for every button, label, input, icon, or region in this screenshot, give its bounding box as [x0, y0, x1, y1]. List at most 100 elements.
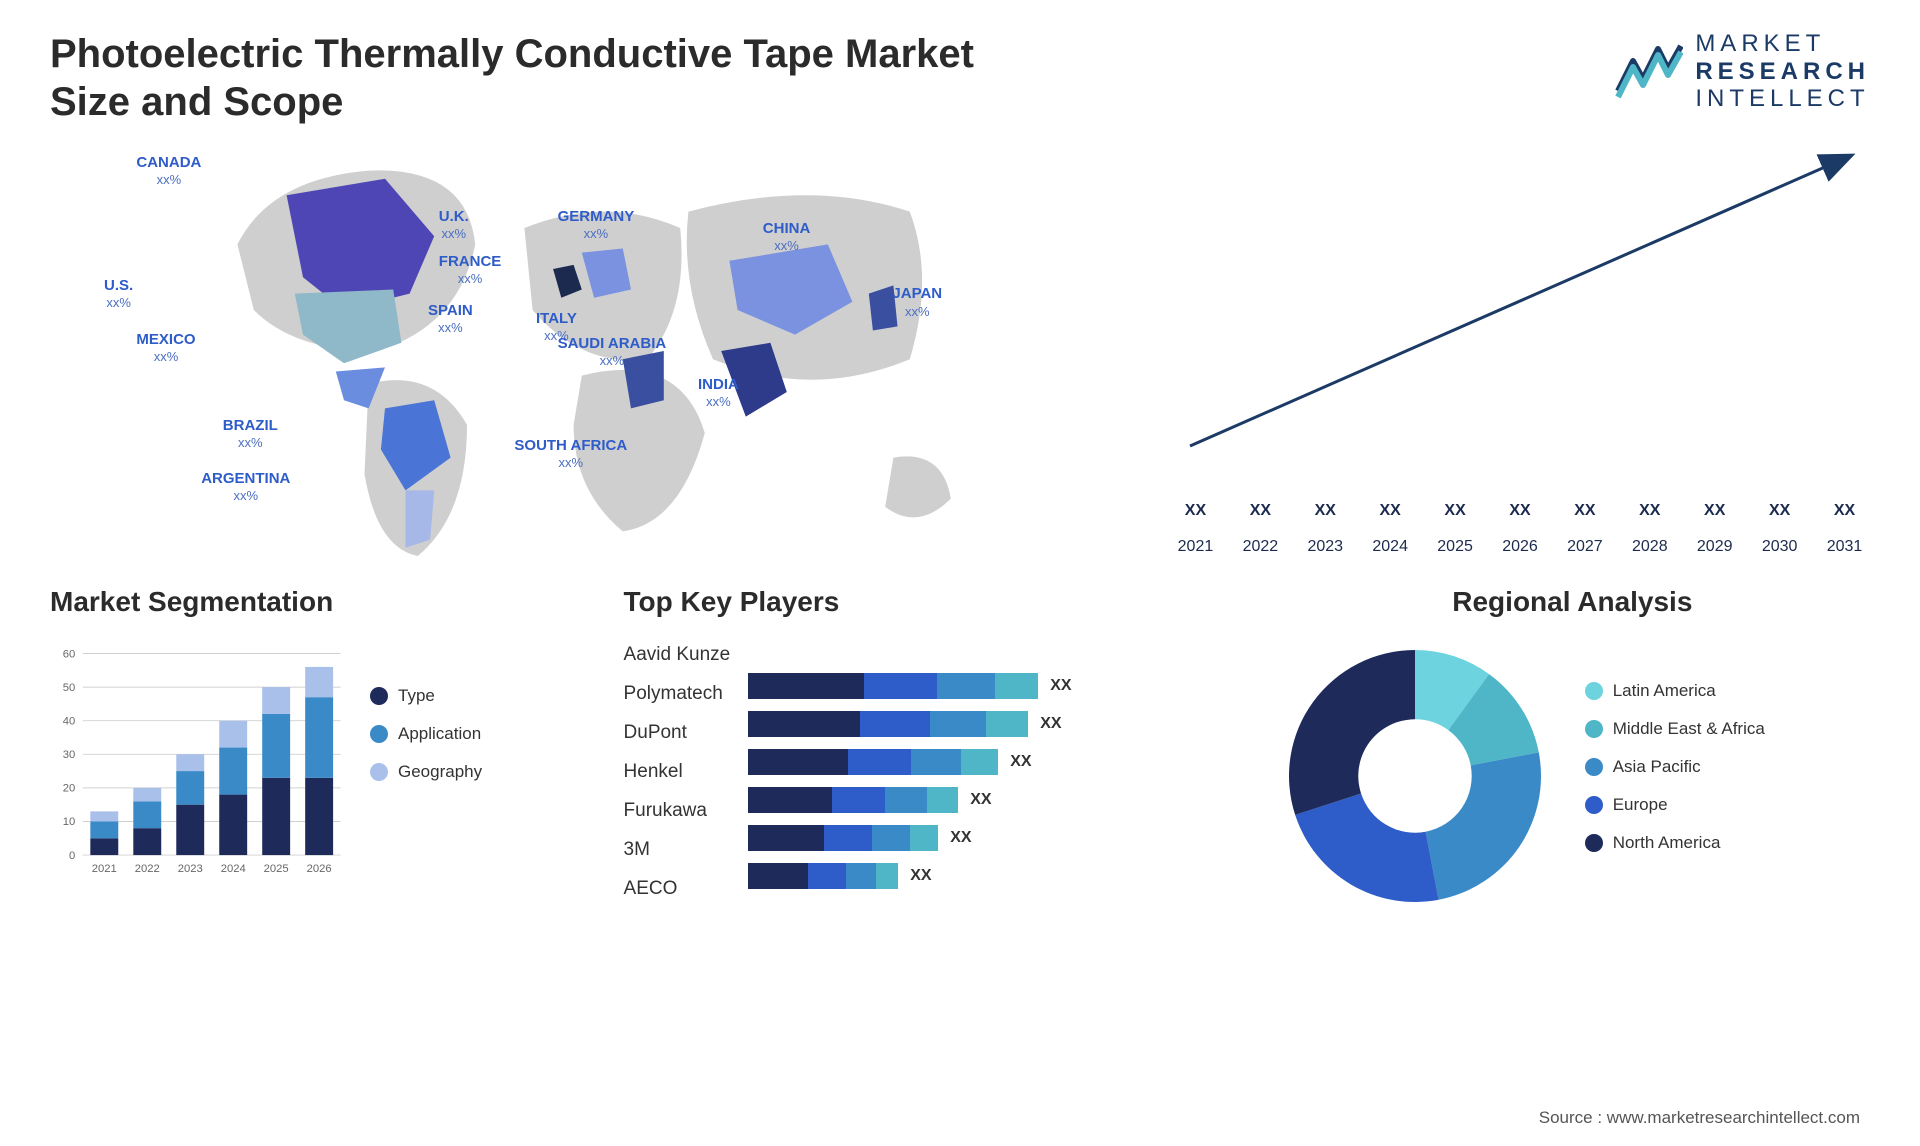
legend-item: Asia Pacific: [1585, 757, 1765, 777]
key-player-value: XX: [910, 867, 931, 885]
segmentation-bar-seg: [133, 788, 161, 801]
map-label: MEXICOxx%: [136, 331, 195, 366]
key-player-name: DuPont: [624, 714, 731, 753]
legend-item: North America: [1585, 833, 1765, 853]
legend-dot-icon: [370, 763, 388, 781]
map-label: INDIAxx%: [698, 376, 739, 411]
map-country-shape: [406, 490, 435, 547]
svg-text:50: 50: [63, 682, 76, 694]
svg-text:2026: 2026: [307, 863, 332, 875]
map-country-shape: [295, 290, 402, 364]
legend-dot-icon: [1585, 796, 1603, 814]
svg-text:2021: 2021: [92, 863, 117, 875]
svg-text:2025: 2025: [264, 863, 289, 875]
legend-item: Type: [370, 686, 482, 706]
donut-slice: [1425, 752, 1540, 899]
legend-item: Middle East & Africa: [1585, 719, 1765, 739]
key-player-name: Polymatech: [624, 675, 731, 714]
segmentation-bar-seg: [90, 811, 118, 821]
legend-label: Asia Pacific: [1613, 757, 1701, 777]
map-label: CHINAxx%: [763, 220, 811, 255]
map-label: SOUTH AFRICAxx%: [514, 437, 627, 472]
key-player-bar: XX: [748, 823, 1244, 853]
legend-dot-icon: [370, 725, 388, 743]
growth-bar-value: XX: [1509, 502, 1530, 520]
segmentation-bar-seg: [262, 714, 290, 778]
growth-x-label: 2027: [1559, 538, 1610, 556]
legend-item: Latin America: [1585, 681, 1765, 701]
growth-x-label: 2031: [1819, 538, 1870, 556]
growth-bar-value: XX: [1639, 502, 1660, 520]
growth-x-label: 2023: [1300, 538, 1351, 556]
key-players-panel: Top Key Players Aavid KunzePolymatechDuP…: [624, 586, 1245, 916]
key-player-value: XX: [1050, 677, 1071, 695]
donut-slice: [1295, 794, 1438, 902]
growth-bar-value: XX: [1185, 502, 1206, 520]
legend-dot-icon: [1585, 682, 1603, 700]
growth-x-label: 2022: [1235, 538, 1286, 556]
legend-dot-icon: [1585, 834, 1603, 852]
map-label: CANADAxx%: [136, 154, 201, 189]
segmentation-bar-seg: [305, 778, 333, 855]
key-player-name: Furukawa: [624, 792, 731, 831]
legend-label: North America: [1613, 833, 1721, 853]
growth-bar-value: XX: [1380, 502, 1401, 520]
key-player-bar: XX: [748, 785, 1244, 815]
key-player-name: 3M: [624, 831, 731, 870]
svg-text:30: 30: [63, 749, 76, 761]
regional-legend: Latin America Middle East & Africa Asia Pa…: [1585, 681, 1765, 871]
growth-x-label: 2029: [1689, 538, 1740, 556]
key-players-title: Top Key Players: [624, 586, 1245, 618]
growth-bar-value: XX: [1769, 502, 1790, 520]
growth-bar: XX: [1624, 502, 1675, 526]
logo-line1: MARKET: [1695, 30, 1870, 58]
segmentation-title: Market Segmentation: [50, 586, 594, 618]
logo-icon: [1613, 41, 1683, 101]
growth-bar: XX: [1170, 502, 1221, 526]
logo-line3: INTELLECT: [1695, 85, 1870, 113]
growth-x-label: 2024: [1365, 538, 1416, 556]
donut-slice: [1289, 650, 1415, 815]
svg-text:0: 0: [69, 850, 75, 862]
page-title: Photoelectric Thermally Conductive Tape …: [50, 30, 1050, 126]
logo-line2: RESEARCH: [1695, 58, 1870, 86]
key-players-labels: Aavid KunzePolymatechDuPontHenkelFurukaw…: [624, 636, 731, 909]
legend-label: Type: [398, 686, 435, 706]
legend-item: Application: [370, 724, 482, 744]
svg-text:40: 40: [63, 715, 76, 727]
segmentation-bar-seg: [262, 778, 290, 855]
legend-item: Geography: [370, 762, 482, 782]
growth-bar: XX: [1559, 502, 1610, 526]
segmentation-panel: Market Segmentation 01020304050602021202…: [50, 586, 594, 916]
svg-text:2024: 2024: [221, 863, 246, 875]
svg-text:60: 60: [63, 648, 76, 660]
growth-bar: XX: [1495, 502, 1546, 526]
key-player-name: AECO: [624, 870, 731, 909]
map-label: U.K.xx%: [439, 208, 469, 243]
map-label: SPAINxx%: [428, 302, 473, 337]
segmentation-legend: Type Application Geography: [370, 636, 482, 896]
svg-text:2022: 2022: [135, 863, 160, 875]
growth-bar-value: XX: [1444, 502, 1465, 520]
segmentation-bar-seg: [305, 697, 333, 778]
segmentation-bar-seg: [176, 754, 204, 771]
legend-dot-icon: [370, 687, 388, 705]
growth-bar-value: XX: [1574, 502, 1595, 520]
growth-bar: XX: [1365, 502, 1416, 526]
svg-text:2023: 2023: [178, 863, 203, 875]
segmentation-bar-seg: [176, 805, 204, 855]
segmentation-bar-seg: [219, 795, 247, 855]
source-credit: Source : www.marketresearchintellect.com: [1539, 1108, 1860, 1128]
segmentation-bar-seg: [90, 838, 118, 855]
key-player-bar: XX: [748, 671, 1244, 701]
regional-panel: Regional Analysis Latin America Middle Ea…: [1275, 586, 1870, 916]
map-label: JAPANxx%: [892, 285, 942, 320]
growth-bar: XX: [1754, 502, 1805, 526]
key-player-bar: XX: [748, 861, 1244, 891]
map-label: U.S.xx%: [104, 277, 133, 312]
map-label: SAUDI ARABIAxx%: [558, 335, 667, 370]
map-label: BRAZILxx%: [223, 417, 278, 452]
regional-title: Regional Analysis: [1275, 586, 1870, 618]
key-player-value: XX: [1010, 753, 1031, 771]
brand-logo: MARKET RESEARCH INTELLECT: [1613, 30, 1870, 113]
